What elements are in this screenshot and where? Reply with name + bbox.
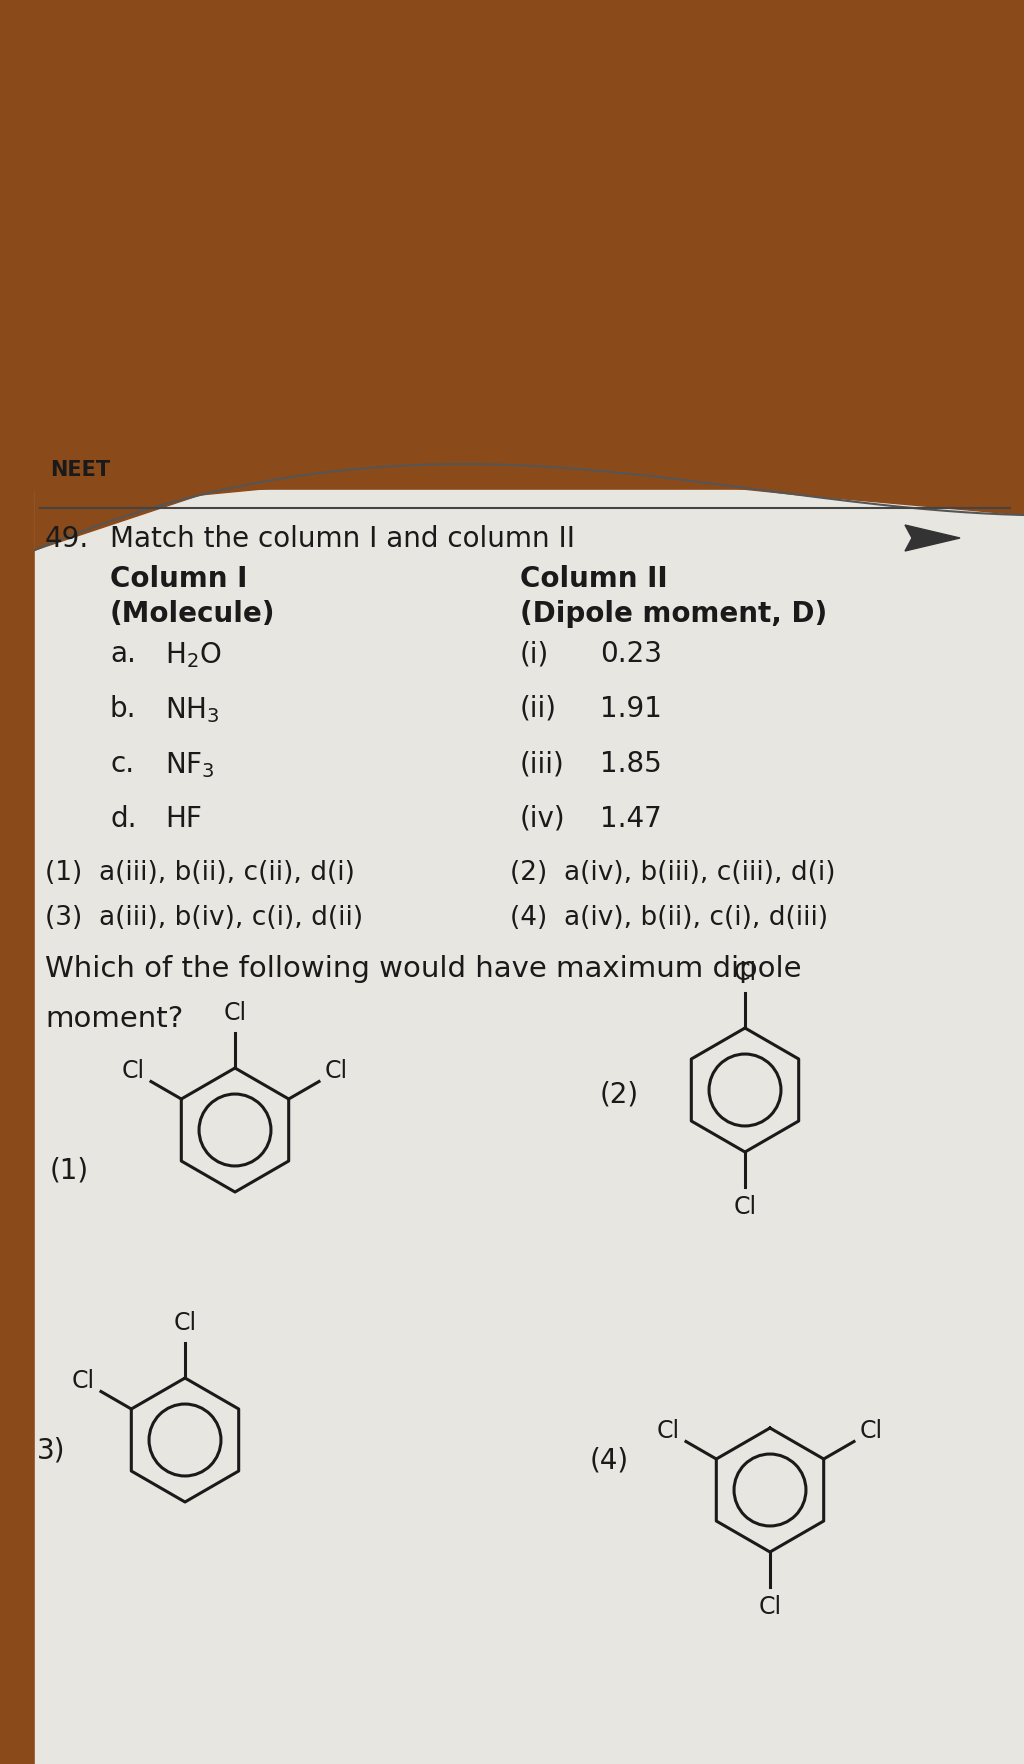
Text: Cl: Cl [657,1420,680,1443]
Text: NEET: NEET [50,460,111,480]
Text: (ii): (ii) [520,695,557,723]
Text: b.: b. [110,695,136,723]
Text: c.: c. [110,750,134,778]
Text: Cl: Cl [860,1420,883,1443]
Text: $\mathregular{NF_3}$: $\mathregular{NF_3}$ [165,750,215,780]
Text: Cl: Cl [325,1060,348,1083]
Text: d.: d. [110,804,136,833]
Text: 1.91: 1.91 [600,695,662,723]
Text: (4)  a(iv), b(ii), c(i), d(iii): (4) a(iv), b(ii), c(i), d(iii) [510,905,828,931]
Text: $\mathregular{NH_3}$: $\mathregular{NH_3}$ [165,695,220,725]
Text: (4): (4) [590,1446,629,1475]
Text: 0.23: 0.23 [600,640,662,669]
Text: (i): (i) [520,640,549,669]
Text: Column I: Column I [110,564,248,593]
Text: (Dipole moment, D): (Dipole moment, D) [520,600,827,628]
Text: Cl: Cl [122,1060,145,1083]
Text: Column II: Column II [520,564,668,593]
Text: (1)  a(iii), b(ii), c(ii), d(i): (1) a(iii), b(ii), c(ii), d(i) [45,861,355,886]
Text: (Molecule): (Molecule) [110,600,275,628]
Text: 49.: 49. [45,526,89,552]
Text: (2)  a(iv), b(iii), c(iii), d(i): (2) a(iv), b(iii), c(iii), d(i) [510,861,836,886]
Text: (iv): (iv) [520,804,565,833]
Text: Cl: Cl [733,961,757,984]
Polygon shape [905,526,961,550]
Text: Cl: Cl [223,1000,247,1025]
PathPatch shape [35,390,1024,550]
Text: $\mathregular{H_2O}$: $\mathregular{H_2O}$ [165,640,221,670]
Text: HF: HF [165,804,202,833]
Text: (iii): (iii) [520,750,565,778]
Text: Which of the following would have maximum dipole: Which of the following would have maximu… [45,954,802,983]
Bar [35,490,1024,1764]
Text: Cl: Cl [733,1194,757,1219]
Text: Cl: Cl [759,1595,781,1619]
Text: (2): (2) [600,1081,639,1110]
Text: Cl: Cl [173,1311,197,1335]
Text: 1.85: 1.85 [600,750,662,778]
Text: Match the column I and column II: Match the column I and column II [110,526,575,552]
Text: (1): (1) [50,1155,89,1184]
Text: 3): 3) [37,1436,66,1464]
Text: 1.47: 1.47 [600,804,662,833]
Text: (3)  a(iii), b(iv), c(i), d(ii): (3) a(iii), b(iv), c(i), d(ii) [45,905,364,931]
Text: a.: a. [110,640,136,669]
Text: moment?: moment? [45,1005,183,1034]
Text: Cl: Cl [72,1369,95,1394]
